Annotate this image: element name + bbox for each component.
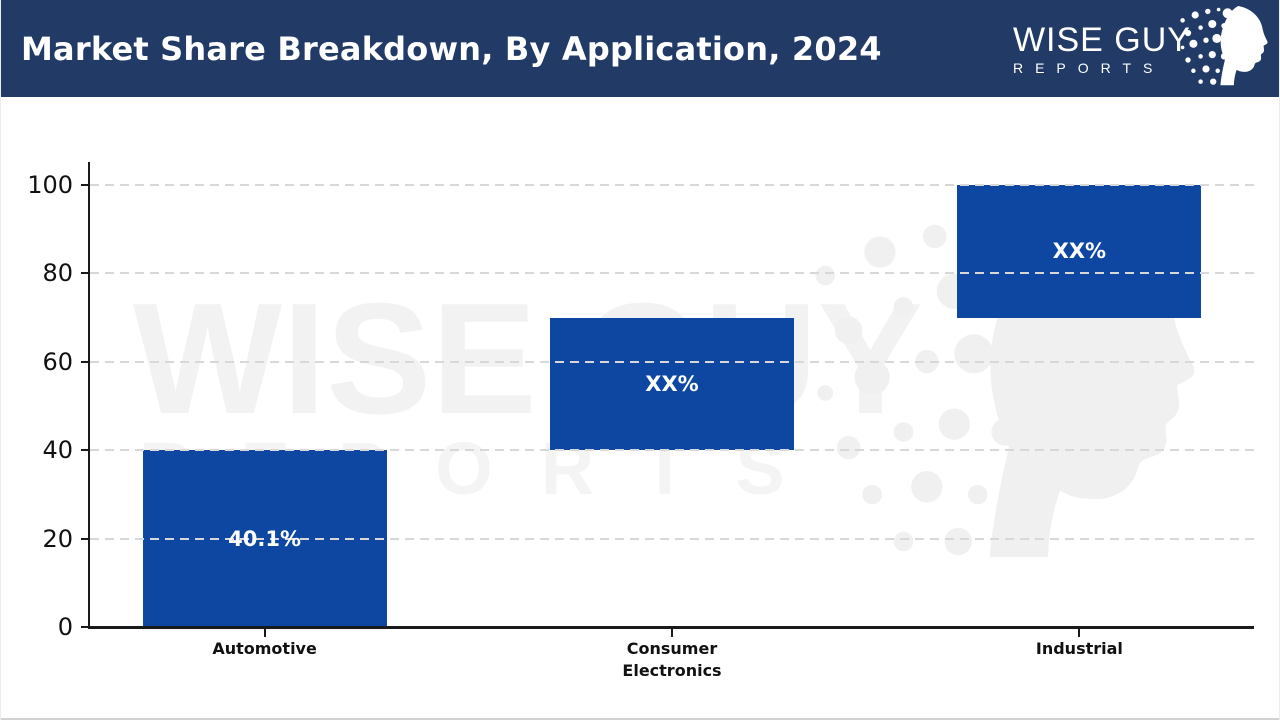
- gridline: [90, 184, 1254, 186]
- x-tick-mark: [263, 628, 266, 637]
- y-tick-label: 20: [42, 524, 73, 553]
- x-tick-mark: [1078, 628, 1081, 637]
- wiseguy-head-logo-icon: [1180, 6, 1268, 86]
- x-category-label: Industrial: [1035, 639, 1123, 658]
- bar: [550, 317, 794, 451]
- y-tick-mark: [81, 449, 90, 452]
- y-tick-label: 0: [57, 613, 73, 641]
- wiseguy-logo: WISE GUY REPORTS: [1013, 6, 1269, 87]
- gridline: [90, 449, 1254, 452]
- y-tick-mark: [81, 626, 90, 628]
- y-tick-label: 60: [42, 347, 73, 376]
- gridline: [90, 272, 1254, 275]
- y-tick-mark: [81, 360, 90, 363]
- y-tick-mark: [81, 184, 90, 186]
- y-tick-label: 40: [42, 436, 73, 465]
- bottom-border: [1, 718, 1279, 720]
- bar-value-label: XX%: [645, 371, 699, 396]
- x-category-label: Consumer Electronics: [622, 639, 722, 680]
- x-category-label: Automotive: [212, 639, 317, 658]
- y-tick-label: 100: [27, 171, 73, 199]
- gridline: [90, 537, 1254, 540]
- gridline: [90, 360, 1254, 363]
- y-tick-mark: [81, 537, 90, 540]
- bar-value-label: 40.1%: [228, 526, 302, 551]
- y-axis-spine: [88, 162, 90, 629]
- y-tick-label: 80: [42, 259, 73, 288]
- logo-subtext: REPORTS: [1012, 60, 1165, 76]
- x-axis-spine: [88, 626, 1254, 629]
- x-tick-mark: [671, 628, 673, 637]
- y-tick-mark: [81, 272, 90, 275]
- header: Market Share Breakdown, By Application, …: [1, 0, 1279, 97]
- logo-text: WISE GUY REPORTS: [1013, 23, 1191, 76]
- page-title: Market Share Breakdown, By Application, …: [21, 29, 882, 68]
- logo-wordmark: WISE GUY: [1012, 21, 1191, 59]
- bar-value-label: XX%: [1052, 239, 1107, 264]
